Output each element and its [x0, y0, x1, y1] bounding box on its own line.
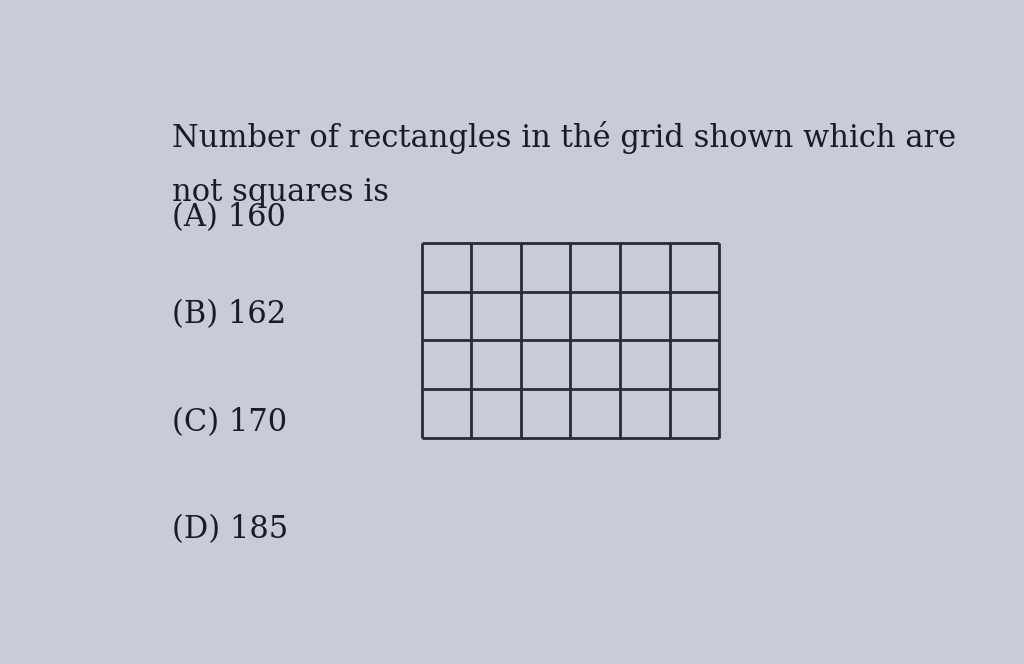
Text: (B) 162: (B) 162 — [172, 299, 286, 331]
Text: Number of rectangles in thé grid shown which are: Number of rectangles in thé grid shown w… — [172, 121, 955, 153]
Text: (A) 160: (A) 160 — [172, 203, 286, 233]
Text: (C) 170: (C) 170 — [172, 407, 287, 438]
Text: not squares is: not squares is — [172, 177, 389, 208]
Text: (D) 185: (D) 185 — [172, 514, 288, 545]
